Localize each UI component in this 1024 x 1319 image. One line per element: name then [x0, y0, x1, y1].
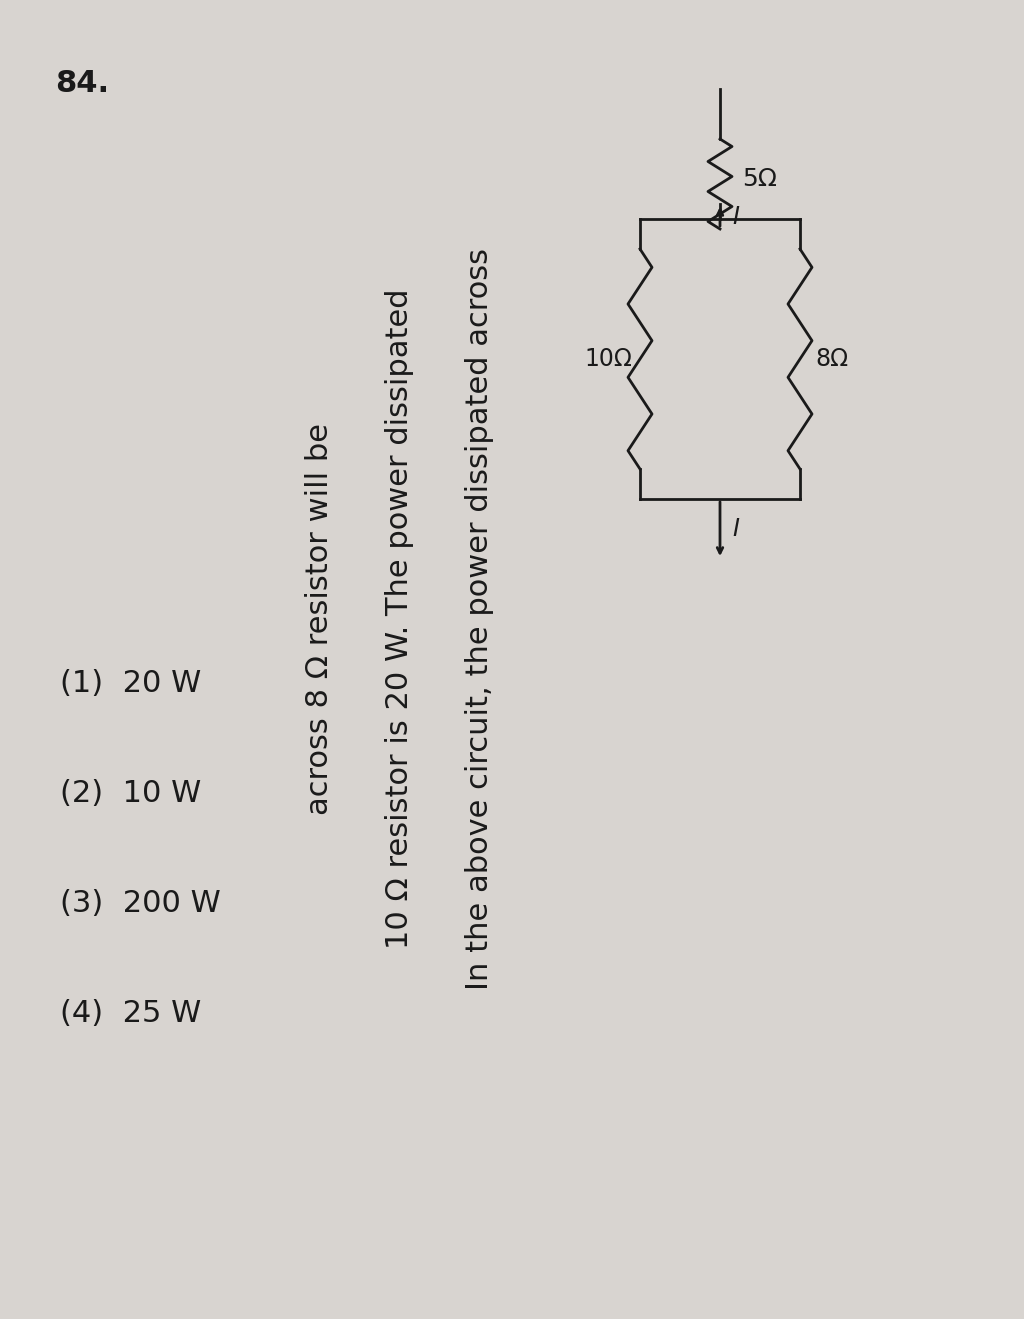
Text: 10Ω: 10Ω	[584, 347, 632, 371]
Text: (1)  20 W: (1) 20 W	[60, 669, 202, 698]
Text: 10 Ω resistor is 20 W. The power dissipated: 10 Ω resistor is 20 W. The power dissipa…	[385, 289, 415, 950]
Text: across 8 Ω resistor will be: across 8 Ω resistor will be	[305, 423, 335, 815]
Text: (2)  10 W: (2) 10 W	[60, 780, 202, 809]
Text: 84.: 84.	[55, 69, 110, 98]
Text: 5Ω: 5Ω	[742, 168, 777, 191]
Text: 8Ω: 8Ω	[815, 347, 848, 371]
Text: (4)  25 W: (4) 25 W	[60, 998, 202, 1028]
Text: (3)  200 W: (3) 200 W	[60, 889, 221, 918]
Text: I: I	[732, 517, 739, 541]
Text: In the above circuit, the power dissipated across: In the above circuit, the power dissipat…	[466, 248, 495, 991]
Text: I: I	[732, 204, 739, 228]
